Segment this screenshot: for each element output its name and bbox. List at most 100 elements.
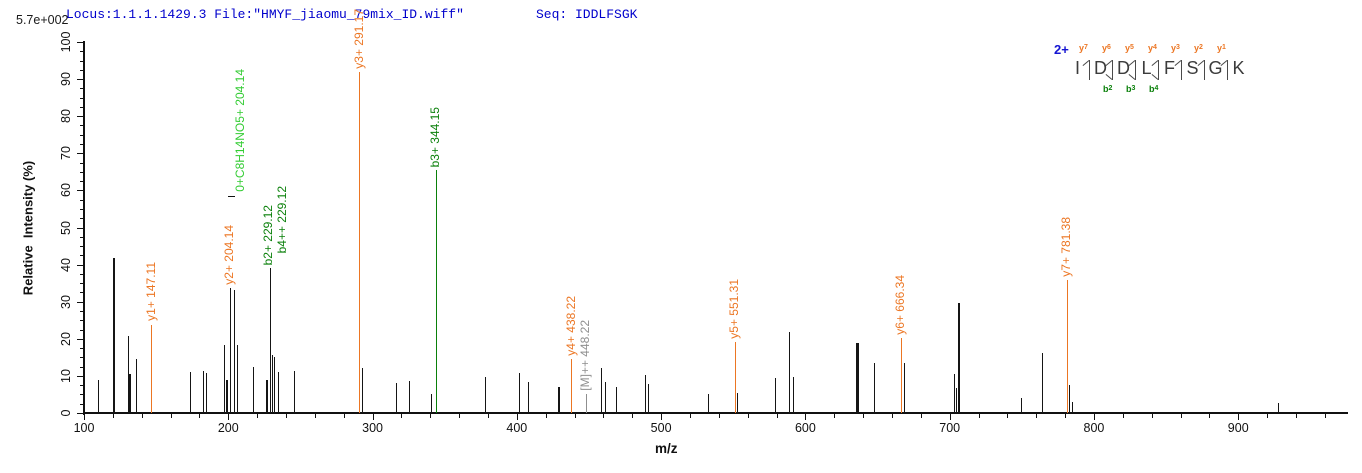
x-minor-tick — [1209, 414, 1211, 418]
x-tick-label: 600 — [794, 421, 816, 435]
peak — [615, 387, 617, 413]
peak — [224, 345, 226, 413]
y-major-tick — [77, 79, 84, 81]
peak-annotation: y2+ 204.14 — [222, 225, 237, 285]
x-minor-tick — [689, 414, 691, 418]
peak — [1068, 385, 1070, 413]
peak — [605, 381, 607, 413]
x-tick-label: 200 — [217, 421, 239, 435]
y-major-tick — [77, 413, 84, 414]
x-major-tick — [516, 414, 518, 420]
residue-letter: S — [1186, 58, 1199, 78]
y-major-tick — [77, 190, 84, 192]
x-major-tick — [1093, 414, 1095, 420]
intensity-scale-label: 5.7e+002 — [16, 13, 69, 27]
y-minor-tick — [80, 348, 84, 350]
cleavage-line — [1181, 60, 1182, 80]
x-tick-label: 100 — [73, 421, 95, 435]
x-minor-tick — [776, 414, 778, 418]
y-tick-label: 70 — [59, 146, 73, 161]
y-minor-tick — [80, 310, 84, 312]
x-minor-tick — [1180, 414, 1182, 418]
peak — [789, 332, 791, 413]
x-minor-tick — [487, 414, 489, 418]
cleavage-line — [1204, 60, 1205, 80]
peak — [97, 379, 99, 413]
peak — [253, 366, 255, 413]
peak-b3 — [435, 169, 437, 413]
x-minor-tick — [199, 414, 201, 418]
peak-y7 — [1066, 280, 1068, 413]
x-minor-tick — [343, 414, 345, 418]
y-minor-tick — [80, 208, 84, 210]
peak-annotation: b3+ 344.15 — [428, 106, 443, 167]
peak-annotation: 0+C8H14NO5+ 204.14 — [233, 69, 248, 192]
peak — [136, 358, 138, 413]
y-ion-label: y7 — [1079, 43, 1088, 53]
x-minor-tick — [1295, 414, 1297, 418]
x-tick-label: 700 — [939, 421, 961, 435]
y-tick-label: 10 — [59, 368, 73, 383]
y-major-tick — [77, 338, 84, 340]
peak — [1278, 402, 1280, 413]
y-minor-tick — [80, 394, 84, 396]
peak — [294, 371, 296, 413]
x-major-tick — [84, 414, 85, 420]
y-ion-label: y1 — [1217, 43, 1226, 53]
residue-letter: L — [1141, 58, 1152, 78]
peak — [528, 381, 530, 413]
x-minor-tick — [112, 414, 114, 418]
x-major-tick — [805, 414, 807, 420]
peak — [229, 287, 231, 413]
y-tick-label: 0 — [59, 409, 73, 417]
y-minor-tick — [80, 171, 84, 173]
y-minor-tick — [80, 162, 84, 164]
y-tick-label: 40 — [59, 257, 73, 272]
x-tick-label: 800 — [1083, 421, 1105, 435]
x-minor-tick — [863, 414, 865, 418]
y-minor-tick — [80, 88, 84, 90]
x-minor-tick — [1267, 414, 1269, 418]
peak-y2 — [233, 289, 235, 413]
peak-annotation: y6+ 666.34 — [893, 275, 908, 335]
x-minor-tick — [285, 414, 287, 418]
x-tick-label: 300 — [362, 421, 383, 435]
x-major-tick — [372, 414, 374, 420]
peak — [792, 377, 794, 413]
x-minor-tick — [574, 414, 576, 418]
residue-letter: I — [1074, 58, 1080, 78]
peak — [855, 342, 859, 413]
y-minor-tick — [80, 69, 84, 71]
peak-y4 — [571, 358, 573, 413]
peak-annotation: b4++ 229.12 — [275, 185, 290, 253]
x-minor-tick — [1122, 414, 1124, 418]
peak — [113, 257, 115, 413]
peak-annotation: b2+ 229.12 — [261, 204, 276, 265]
y-tick-label: 80 — [59, 109, 73, 124]
peak — [127, 335, 129, 413]
y-minor-tick — [80, 60, 84, 62]
peak — [1041, 352, 1043, 413]
y-major-tick — [77, 153, 84, 155]
residue-letter: D — [1094, 58, 1107, 78]
peak — [265, 379, 268, 413]
residue-letter: D — [1117, 58, 1130, 78]
peak-y3 — [359, 72, 361, 413]
x-minor-tick — [459, 414, 461, 418]
y-ion-label: y4 — [1148, 43, 1157, 53]
peak — [274, 356, 276, 413]
y-axis-line — [83, 41, 85, 415]
y-major-tick — [77, 375, 84, 377]
x-minor-tick — [545, 414, 547, 418]
peak — [226, 379, 229, 413]
x-minor-tick — [1007, 414, 1009, 418]
x-major-tick — [1238, 414, 1240, 420]
y-minor-tick — [80, 106, 84, 108]
peak-annotation: y5+ 551.31 — [727, 279, 742, 339]
peak — [648, 384, 650, 413]
x-axis-line — [83, 412, 1349, 414]
b-ion-label: b2 — [1103, 84, 1113, 94]
spectrum-title: Locus:1.1.1.1429.3 File:"HMYF_jiaomu_79m… — [66, 7, 464, 22]
